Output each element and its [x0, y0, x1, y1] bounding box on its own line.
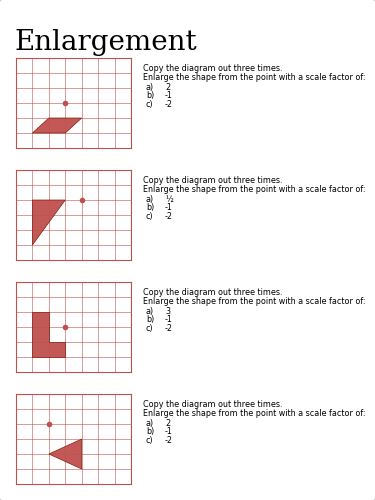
Text: a): a) [146, 194, 154, 203]
Bar [16, 394, 131, 484]
Bar [16, 282, 131, 372]
Text: ½: ½ [165, 194, 173, 203]
Polygon shape [32, 312, 65, 357]
Text: Enlargement: Enlargement [14, 28, 197, 56]
Text: a): a) [146, 418, 154, 428]
Text: a): a) [146, 82, 154, 92]
Text: Enlarge the shape from the point with a scale factor of:: Enlarge the shape from the point with a … [143, 72, 366, 82]
Polygon shape [49, 439, 82, 469]
Bar [16, 58, 131, 148]
Text: -1: -1 [165, 315, 173, 324]
Text: 3: 3 [165, 306, 170, 316]
Text: Copy the diagram out three times.: Copy the diagram out three times. [143, 64, 282, 73]
Text: -1: -1 [165, 427, 173, 436]
Text: c): c) [146, 212, 154, 220]
Polygon shape [32, 200, 65, 245]
Text: -1: -1 [165, 91, 173, 100]
Text: c): c) [146, 324, 154, 332]
Text: b): b) [146, 91, 154, 100]
Text: Copy the diagram out three times.: Copy the diagram out three times. [143, 288, 282, 297]
Text: 2: 2 [165, 82, 170, 92]
Text: -1: -1 [165, 203, 173, 212]
Text: Enlarge the shape from the point with a scale factor of:: Enlarge the shape from the point with a … [143, 296, 366, 306]
Bar [16, 170, 131, 260]
Text: Enlarge the shape from the point with a scale factor of:: Enlarge the shape from the point with a … [143, 184, 366, 194]
Text: -2: -2 [165, 100, 173, 108]
Text: a): a) [146, 306, 154, 316]
Text: -2: -2 [165, 436, 173, 444]
Text: b): b) [146, 203, 154, 212]
Text: Copy the diagram out three times.: Copy the diagram out three times. [143, 400, 282, 409]
Text: Enlarge the shape from the point with a scale factor of:: Enlarge the shape from the point with a … [143, 408, 366, 418]
Text: c): c) [146, 100, 154, 108]
Text: 2: 2 [165, 418, 170, 428]
Text: -2: -2 [165, 324, 173, 332]
Text: b): b) [146, 315, 154, 324]
Text: b): b) [146, 427, 154, 436]
Text: c): c) [146, 436, 154, 444]
Polygon shape [32, 118, 82, 133]
Text: -2: -2 [165, 212, 173, 220]
Text: Copy the diagram out three times.: Copy the diagram out three times. [143, 176, 282, 185]
